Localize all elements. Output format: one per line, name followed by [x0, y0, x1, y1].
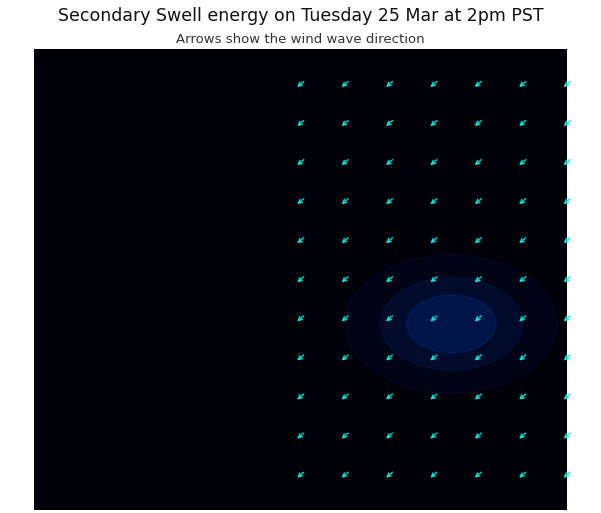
Text: Secondary Swell energy on Tuesday 25 Mar at 2pm PST: Secondary Swell energy on Tuesday 25 Mar…	[58, 7, 543, 25]
Ellipse shape	[407, 295, 496, 353]
Text: Arrows show the wind wave direction: Arrows show the wind wave direction	[176, 33, 425, 47]
Ellipse shape	[345, 255, 558, 393]
Ellipse shape	[380, 278, 522, 370]
